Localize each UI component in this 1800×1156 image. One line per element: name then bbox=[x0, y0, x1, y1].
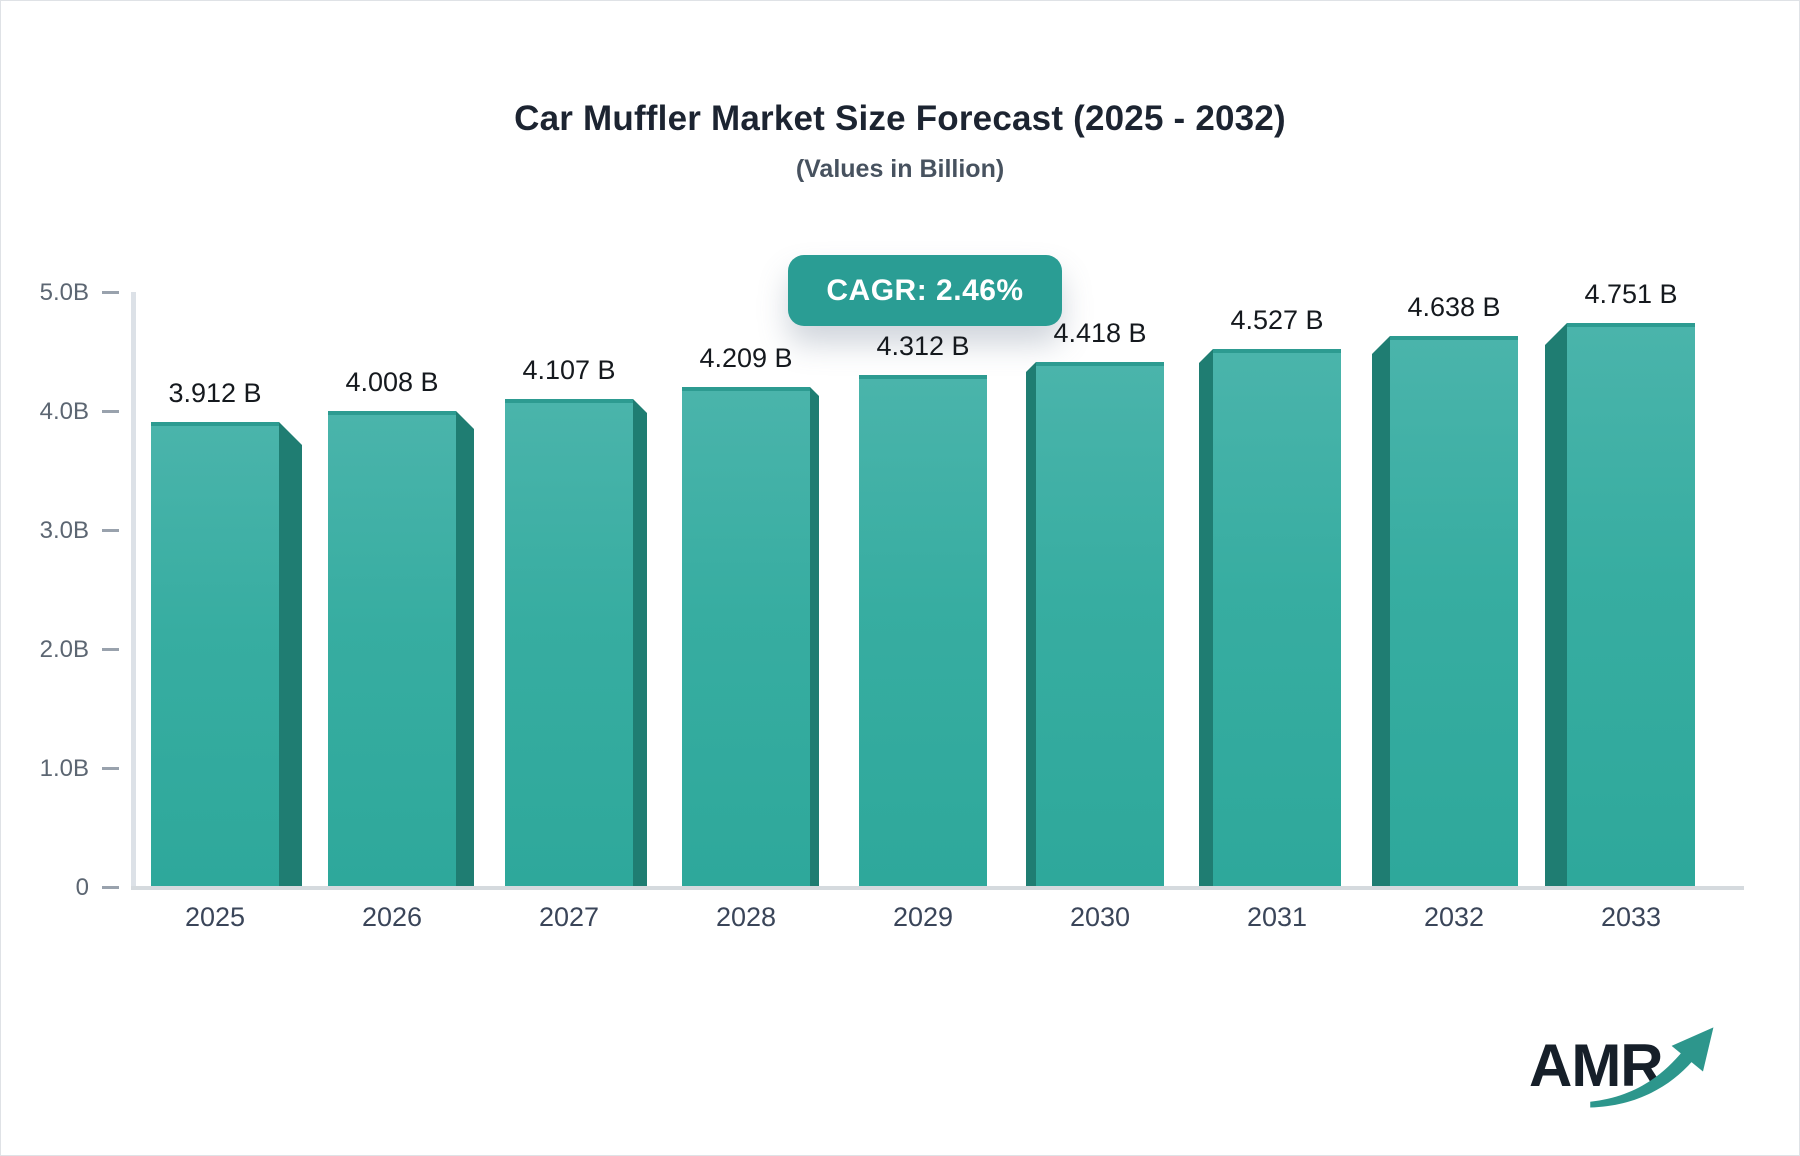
y-axis-tick-label: 3.0B bbox=[39, 517, 89, 544]
y-axis-tick bbox=[102, 648, 119, 651]
bar-side-2031 bbox=[1199, 349, 1213, 886]
bar-value-label: 4.751 B bbox=[1584, 279, 1678, 309]
y-axis-tick-label: 4.0B bbox=[39, 398, 89, 425]
x-axis-label: 2025 bbox=[184, 902, 246, 932]
y-axis-tick bbox=[102, 886, 119, 889]
x-axis-label: 2026 bbox=[361, 902, 423, 932]
x-axis-label: 2028 bbox=[715, 902, 777, 932]
bar-2030 bbox=[1036, 362, 1164, 886]
bar-side-2028 bbox=[810, 387, 819, 886]
bar-2025 bbox=[151, 422, 279, 886]
bar-side-2027 bbox=[633, 399, 647, 886]
y-axis-tick bbox=[102, 767, 119, 770]
bar-value-label: 4.008 B bbox=[345, 367, 439, 397]
bar-2028 bbox=[682, 387, 810, 886]
x-axis-label: 2032 bbox=[1423, 902, 1485, 932]
bar-value-label: 4.107 B bbox=[522, 355, 616, 385]
y-axis-tick-label: 1.0B bbox=[39, 755, 89, 782]
bar-value-label: 4.209 B bbox=[699, 343, 793, 373]
bar-side-2030 bbox=[1026, 362, 1036, 886]
y-axis-tick-label: 5.0B bbox=[39, 279, 89, 306]
bar-2026 bbox=[328, 411, 456, 886]
y-axis-tick bbox=[102, 410, 119, 413]
bar-2031 bbox=[1213, 349, 1341, 886]
chart-title: Car Muffler Market Size Forecast (2025 -… bbox=[514, 99, 1286, 138]
y-axis-line bbox=[131, 292, 136, 889]
x-axis-label: 2033 bbox=[1600, 902, 1662, 932]
amr-logo: AMR bbox=[1529, 1027, 1719, 1111]
x-axis-label: 2029 bbox=[892, 902, 954, 932]
bar-value-label: 4.418 B bbox=[1053, 318, 1147, 348]
cagr-badge: CAGR: 2.46% bbox=[788, 255, 1062, 326]
x-axis-label: 2027 bbox=[538, 902, 600, 932]
x-axis-label: 2031 bbox=[1246, 902, 1308, 932]
bar-side-2033 bbox=[1545, 323, 1567, 886]
bar-2029 bbox=[859, 375, 987, 886]
bar-2033 bbox=[1567, 323, 1695, 886]
chart-subtitle: (Values in Billion) bbox=[795, 155, 1005, 183]
y-axis-tick-label: 0 bbox=[75, 874, 89, 901]
bar-side-2025 bbox=[279, 422, 302, 886]
bar-side-2026 bbox=[456, 411, 474, 886]
bar-value-label: 3.912 B bbox=[168, 378, 262, 408]
y-axis-tick bbox=[102, 291, 119, 294]
bar-value-label: 4.527 B bbox=[1230, 305, 1324, 335]
x-axis-label: 2030 bbox=[1069, 902, 1131, 932]
cagr-badge-label: CAGR: 2.46% bbox=[826, 273, 1024, 307]
y-axis-tick bbox=[102, 529, 119, 532]
growth-arrow-icon bbox=[1590, 1027, 1714, 1108]
bar-value-label: 4.312 B bbox=[876, 331, 970, 361]
bar-2027 bbox=[505, 399, 633, 886]
bar-side-2032 bbox=[1372, 336, 1390, 886]
bar-value-label: 4.638 B bbox=[1407, 292, 1501, 322]
bar-2032 bbox=[1390, 336, 1518, 886]
y-axis-tick-label: 2.0B bbox=[39, 636, 89, 663]
x-axis-baseline bbox=[131, 886, 1744, 890]
